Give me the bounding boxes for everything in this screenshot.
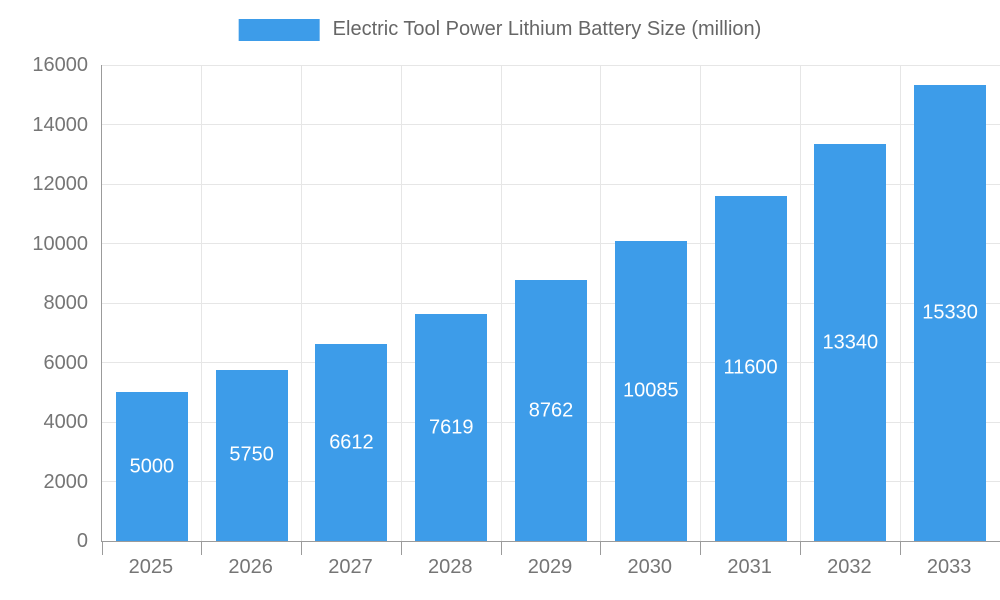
x-axis-tick [700,542,702,555]
bar-2030[interactable]: 10085 [614,240,687,541]
x-axis-tick-label: 2033 [926,556,972,578]
gridline-vertical [500,65,502,541]
bar-2025[interactable]: 5000 [115,392,188,541]
x-axis-tick [301,542,303,555]
gridline-vertical [301,65,303,541]
bar-value-label: 6612 [329,431,374,454]
gridline-horizontal [102,183,1000,185]
gridline-horizontal [102,243,1000,244]
x-axis-tick-label: 2026 [228,556,273,578]
bar-value-label: 7619 [428,416,474,439]
bar-2026[interactable]: 5750 [215,369,288,541]
bar-2032[interactable]: 13340 [814,144,887,541]
x-axis-tick-label: 2029 [527,556,573,578]
bar-value-label: 5750 [229,443,274,466]
y-axis-tick-label: 12000 [32,173,88,195]
x-axis-tick-label: 2031 [727,556,772,578]
legend-swatch-icon [238,18,320,41]
y-axis-tick-label: 6000 [43,351,89,374]
x-axis-tick [500,542,502,555]
x-axis-tick [799,542,801,555]
x-axis-tick-label: 2030 [627,556,673,578]
bar-2033[interactable]: 15330 [914,84,987,541]
x-axis-tick [201,542,203,555]
bar-2029[interactable]: 8762 [515,280,587,541]
legend[interactable]: Electric Tool Power Lithium Battery Size… [238,18,762,41]
bar-value-label: 11600 [723,356,778,379]
bar-2031[interactable]: 11600 [714,195,787,541]
bar-value-label: 15330 [922,301,978,324]
gridline-vertical [799,65,801,541]
y-axis-tick-label: 0 [76,530,88,552]
x-axis-tick [400,542,402,555]
bar-value-label: 8762 [528,399,574,422]
x-axis-tick-label: 2027 [328,556,373,578]
bar-value-label: 10085 [622,379,679,402]
y-axis-tick-label: 8000 [43,292,89,314]
gridline-horizontal [102,124,1000,125]
y-axis-tick-label: 10000 [32,232,88,255]
gridline-horizontal [102,64,1000,66]
x-axis-labels: 2025 2026 2027 2028 2029 2030 2031 2032 2033 [101,556,999,584]
x-axis-tick-label: 2028 [427,556,473,578]
y-axis-tick-label: 14000 [32,113,88,136]
gridline-vertical [600,65,602,541]
bar-value-label: 5000 [129,455,175,478]
x-axis-tick [101,542,103,555]
bar-value-label: 13340 [822,331,879,354]
x-axis-tick [899,542,901,555]
bar-2027[interactable]: 6612 [315,344,388,541]
gridline-vertical [899,65,901,541]
gridline-vertical [201,65,203,541]
gridline-vertical [400,65,402,541]
x-axis-tick-label: 2025 [128,556,174,578]
legend-label: Electric Tool Power Lithium Battery Size… [332,18,762,40]
x-axis-tick-label: 2032 [827,556,872,578]
gridline-vertical [700,65,702,541]
y-axis-tick-label: 4000 [43,411,89,433]
y-axis-tick-label: 2000 [43,470,89,493]
plot-area: 5000 5750 6612 7619 8762 10085 11600 13340 15330 [101,64,1000,555]
bar-2028[interactable]: 7619 [415,314,488,541]
y-axis-tick-label: 16000 [32,54,88,76]
x-axis-tick [600,542,602,555]
